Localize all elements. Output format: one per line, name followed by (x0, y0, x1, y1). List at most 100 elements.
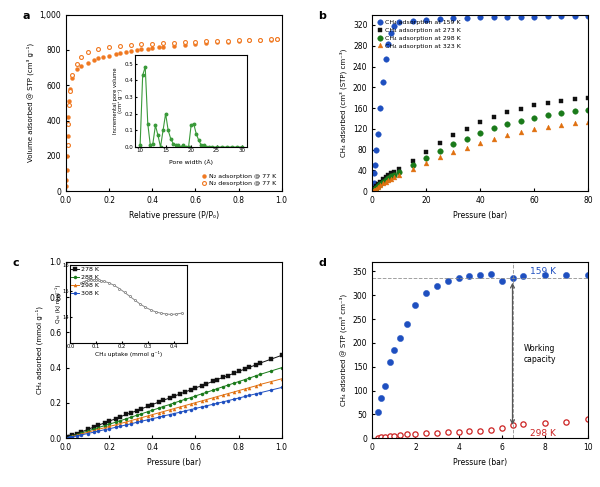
278 K (91, 424, 98, 430)
298 K (224, 391, 232, 396)
298 K (188, 401, 195, 407)
298 K (235, 388, 242, 393)
CH₄ adsorption at 323 K (370, 187, 377, 193)
288 K (134, 412, 141, 418)
298 K (181, 403, 188, 409)
CH₄ adsorption at 273 K (370, 187, 377, 193)
Line: N₂ adsorption @ 77 K: N₂ adsorption @ 77 K (64, 37, 280, 188)
278 K (67, 433, 74, 439)
N₂ adsorption @ 77 K (73, 66, 80, 72)
298 K (192, 400, 199, 406)
CH₄ adsorption at 323 K (571, 120, 578, 126)
N₂ desorption @ 77 K (160, 40, 167, 46)
CH₄ adsorption at 273 K (385, 172, 392, 178)
Line: CH₄ adsorption at 159 K: CH₄ adsorption at 159 K (370, 13, 591, 191)
N₂ desorption @ 77 K (224, 38, 232, 44)
278 K (278, 353, 286, 358)
CH₄ adsorption at 273 K (374, 182, 381, 187)
CH₄ adsorption at 273 K (544, 100, 551, 106)
N₂ desorption @ 77 K (214, 38, 221, 44)
288 K (84, 428, 91, 434)
CH₄ adsorption at 298 K (390, 171, 397, 177)
CH₄ adsorption at 159 K (530, 14, 538, 19)
N₂ desorption @ 77 K (106, 44, 113, 50)
288 K (77, 430, 85, 436)
CH₄ adsorption at 159 K (385, 41, 392, 47)
298 K (91, 428, 98, 433)
CH₄ adsorption at 323 K (490, 136, 497, 142)
308 K (188, 407, 195, 412)
CH₄ adsorption at 273 K (517, 106, 524, 112)
N₂ desorption @ 77 K (203, 38, 210, 44)
288 K (220, 384, 227, 390)
308 K (246, 393, 253, 398)
N₂ desorption @ 77 K (181, 39, 188, 45)
N₂ desorption @ 77 K (268, 37, 275, 42)
288 K (192, 393, 199, 399)
N₂ desorption @ 77 K (246, 37, 253, 43)
288 K (252, 373, 259, 379)
308 K (123, 422, 130, 428)
288 K (188, 394, 195, 400)
Legend: CH₄ adsorption at 159 K, CH₄ adsorption at 273 K, CH₄ adsorption at 298 K, CH₄ a: CH₄ adsorption at 159 K, CH₄ adsorption … (376, 18, 463, 51)
278 K (95, 422, 102, 428)
N₂ desorption @ 77 K (170, 40, 178, 46)
N₂ adsorption @ 77 K (65, 98, 73, 104)
CH₄ adsorption at 273 K (476, 119, 484, 125)
CH₄ adsorption at 159 K (409, 18, 416, 24)
288 K (241, 376, 248, 382)
CH₄ adsorption at 323 K (476, 140, 484, 146)
308 K (101, 427, 109, 432)
278 K (252, 362, 259, 368)
298 K (209, 395, 216, 401)
288 K (278, 365, 286, 371)
CH₄ adsorption at 298 K (377, 181, 384, 187)
278 K (69, 432, 76, 438)
N₂ desorption @ 77 K (192, 39, 199, 45)
X-axis label: Pressure (bar): Pressure (bar) (453, 458, 507, 467)
Line: CH₄ adsorption at 273 K: CH₄ adsorption at 273 K (371, 95, 590, 193)
Text: Working
capacity: Working capacity (523, 344, 556, 364)
CH₄ adsorption at 273 K (390, 169, 397, 175)
N₂ adsorption @ 77 K (181, 42, 188, 48)
288 K (91, 426, 98, 432)
CH₄ adsorption at 323 K (584, 119, 592, 125)
308 K (84, 431, 91, 436)
N₂ desorption @ 77 K (67, 88, 74, 94)
278 K (77, 429, 85, 435)
CH₄ adsorption at 273 K (409, 158, 416, 164)
CH₄ adsorption at 273 K (449, 132, 457, 138)
288 K (235, 379, 242, 385)
CH₄ adsorption at 273 K (557, 98, 565, 104)
308 K (257, 390, 264, 395)
288 K (209, 387, 216, 393)
CH₄ adsorption at 273 K (382, 174, 389, 180)
288 K (268, 368, 275, 374)
298 K (177, 404, 184, 410)
CH₄ adsorption at 159 K (436, 16, 443, 22)
CH₄ adsorption at 273 K (530, 103, 538, 109)
CH₄ adsorption at 298 K (379, 179, 386, 185)
N₂ adsorption @ 77 K (134, 47, 141, 53)
CH₄ adsorption at 323 K (388, 176, 395, 182)
CH₄ adsorption at 159 K (388, 30, 395, 36)
298 K (95, 427, 102, 432)
N₂ desorption @ 77 K (95, 46, 102, 52)
N₂ desorption @ 77 K (65, 102, 73, 108)
N₂ adsorption @ 77 K (123, 49, 130, 55)
Text: 159 K: 159 K (530, 267, 556, 276)
N₂ adsorption @ 77 K (224, 38, 232, 44)
Text: d: d (319, 258, 326, 268)
298 K (278, 376, 286, 382)
CH₄ adsorption at 323 K (530, 126, 538, 132)
CH₄ adsorption at 159 K (503, 14, 511, 19)
CH₄ adsorption at 298 K (388, 173, 395, 179)
CH₄ adsorption at 323 K (370, 187, 377, 193)
N₂ adsorption @ 77 K (95, 56, 102, 61)
308 K (268, 387, 275, 393)
N₂ desorption @ 77 K (73, 61, 80, 67)
288 K (127, 414, 134, 420)
Legend: 278 K, 288 K, 298 K, 308 K: 278 K, 288 K, 298 K, 308 K (69, 265, 101, 298)
298 K (170, 406, 178, 412)
CH₄ adsorption at 298 K (374, 183, 381, 189)
